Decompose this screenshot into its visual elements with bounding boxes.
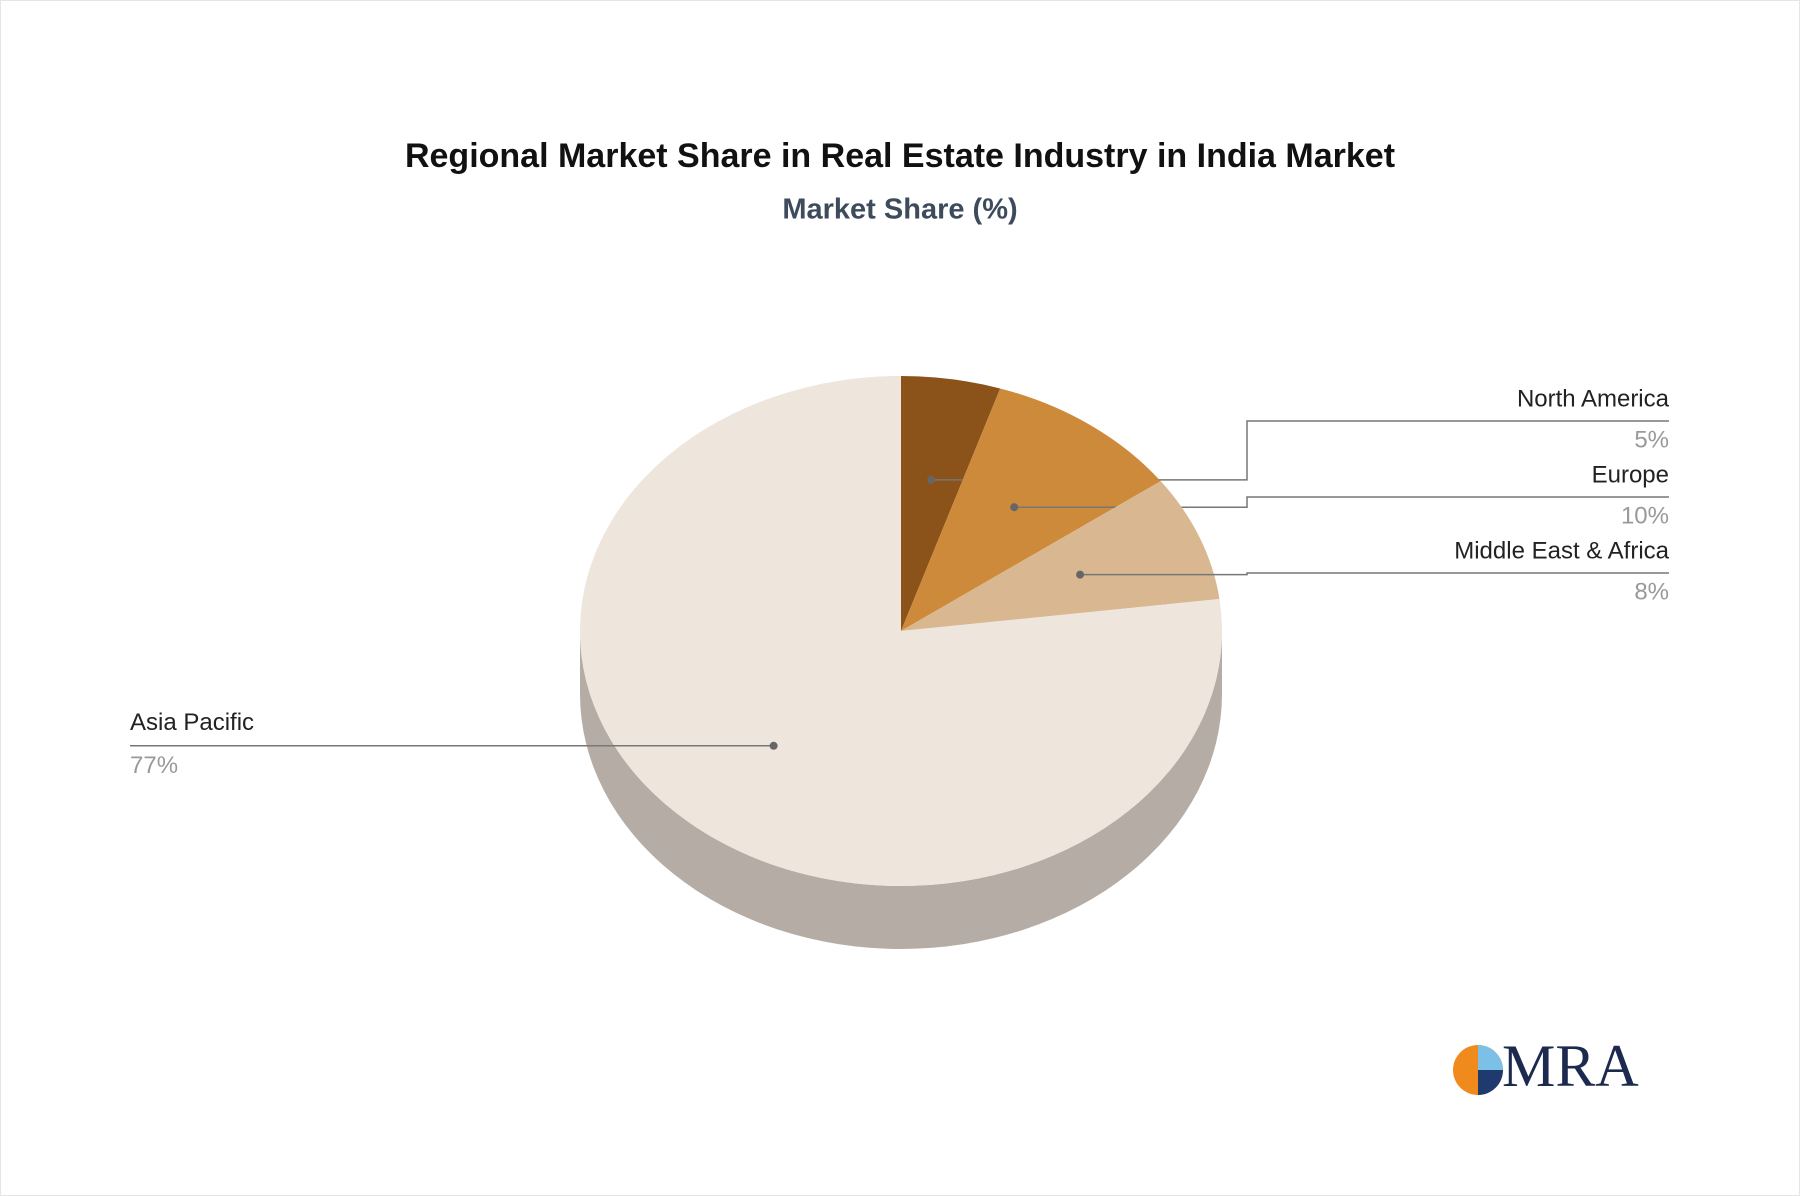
chart-title: Regional Market Share in Real Estate Ind… (405, 137, 1395, 175)
leader-dot (927, 475, 936, 484)
value-label: 5% (1634, 426, 1669, 453)
pie-slice (580, 376, 1223, 886)
logo-icon (1478, 1070, 1503, 1095)
slice-label: Europe (1592, 461, 1669, 488)
leader-dot (769, 741, 778, 750)
pie-slice (901, 376, 1001, 631)
pie-slice (901, 388, 1161, 631)
logo: MRA (1453, 1033, 1639, 1099)
value-label: 8% (1634, 578, 1669, 605)
chart-subtitle: Market Share (%) (782, 194, 1017, 226)
logo-text: MRA (1502, 1033, 1639, 1099)
leader-dot (1076, 570, 1085, 579)
pie-side (580, 631, 1222, 949)
value-label: 10% (1621, 502, 1669, 529)
value-label: 77% (130, 752, 178, 779)
leader-line (1080, 572, 1669, 576)
logo-icon (1478, 1045, 1503, 1070)
slice-label: North America (1517, 385, 1670, 412)
pie-slice (901, 481, 1220, 631)
slice-label: Middle East & Africa (1454, 537, 1669, 564)
leader-dot (1010, 503, 1019, 512)
slice-label: Asia Pacific (130, 709, 254, 736)
